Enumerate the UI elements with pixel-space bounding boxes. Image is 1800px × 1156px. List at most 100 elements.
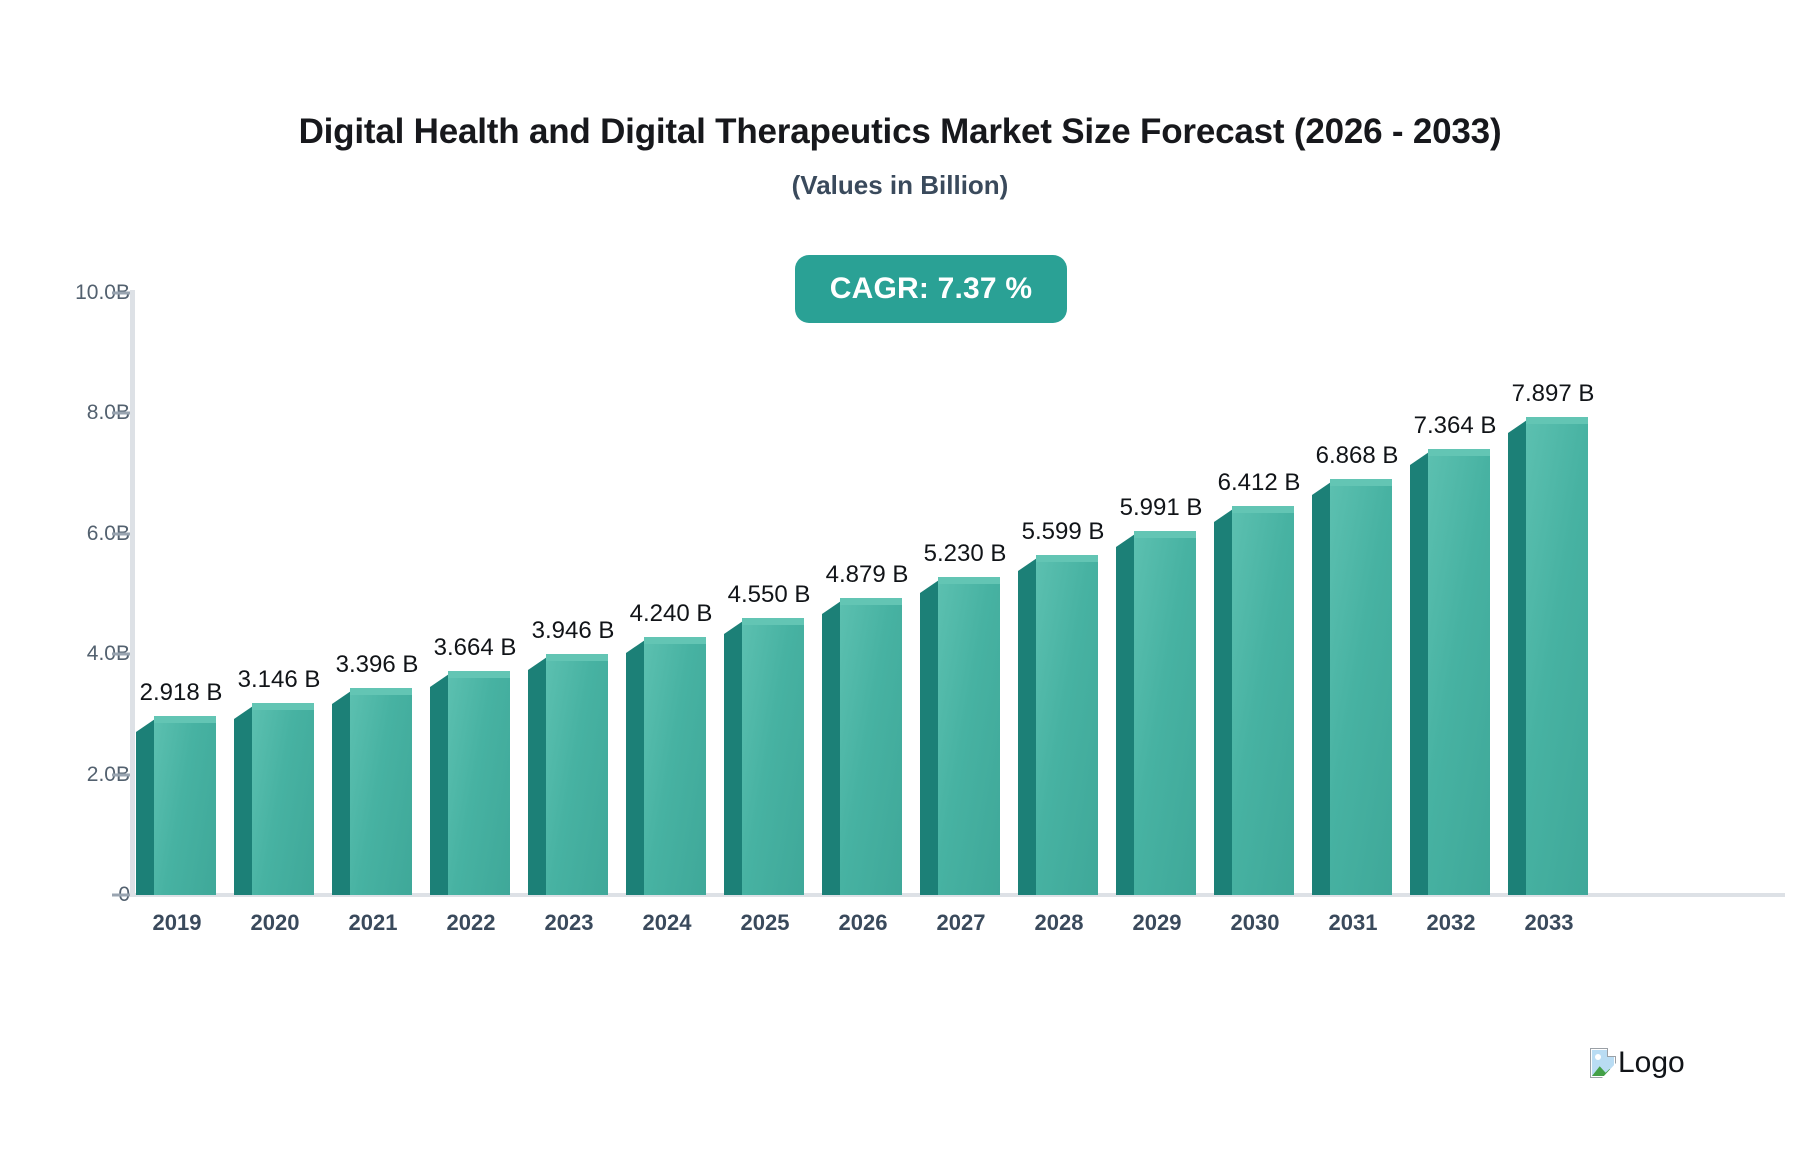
x-tick-label: 2031 (1328, 910, 1378, 935)
bar-value-label: 4.879 B (825, 561, 909, 588)
cagr-badge: CAGR: 7.37 % (795, 255, 1067, 323)
x-tick-label: 2028 (1034, 910, 1084, 935)
x-tick-label: 2032 (1426, 910, 1476, 935)
bar-value-label: 5.599 B (1021, 518, 1105, 545)
bar-value-label: 7.897 B (1511, 380, 1595, 407)
bar-side-face (528, 657, 547, 895)
bar-value-label: 3.664 B (433, 634, 517, 661)
bar-top-face (644, 637, 706, 644)
bar-front-face (350, 691, 412, 895)
bar-front-face (252, 706, 314, 895)
x-tick-label: 2029 (1132, 910, 1182, 935)
bar-front-face (1036, 558, 1098, 895)
x-axis-line (130, 893, 1785, 897)
bar-value-label: 4.550 B (727, 581, 811, 608)
broken-image-icon (1590, 1048, 1616, 1078)
bar-front-face (644, 640, 706, 895)
bar-value-label: 6.868 B (1315, 442, 1399, 469)
bar-front-face (1134, 534, 1196, 895)
bar-side-face (1214, 509, 1233, 895)
bar-top-face (1526, 417, 1588, 424)
bar-side-face (136, 719, 155, 895)
y-tick-label: 4.0B (86, 642, 130, 666)
y-tick-mark (112, 532, 130, 536)
bar[interactable]: 4.879 B (822, 561, 908, 895)
bar-top-face (448, 671, 510, 678)
bar-side-face (920, 580, 939, 895)
x-tick-label: 2027 (936, 910, 986, 935)
bar-side-face (822, 601, 841, 895)
bar-side-face (1018, 558, 1037, 895)
bar-side-face (430, 674, 449, 895)
bar-front-face (1526, 420, 1588, 895)
bar-front-face (448, 674, 510, 895)
bar[interactable]: 3.946 B (528, 617, 614, 895)
bar-side-face (332, 691, 351, 895)
bar-front-face (840, 601, 902, 895)
bar-top-face (1036, 555, 1098, 562)
bar[interactable]: 2.918 B (136, 679, 222, 895)
bar-value-label: 5.991 B (1119, 494, 1203, 521)
bar[interactable]: 7.897 B (1508, 380, 1594, 895)
y-tick-label: 2.0B (86, 762, 130, 786)
bar-value-label: 2.918 B (139, 679, 223, 706)
bar-top-face (350, 688, 412, 695)
bar[interactable]: 4.240 B (626, 600, 712, 895)
bar-side-face (626, 640, 645, 895)
bar-side-face (234, 706, 253, 895)
y-tick-mark (112, 652, 130, 656)
bar-value-label: 6.412 B (1217, 469, 1301, 496)
bar-side-face (1508, 420, 1527, 895)
bar[interactable]: 4.550 B (724, 581, 810, 895)
chart-title: Digital Health and Digital Therapeutics … (298, 112, 1502, 151)
y-tick-label: 10.0B (75, 281, 130, 304)
y-tick-mark (112, 893, 130, 897)
bar-value-label: 3.146 B (237, 666, 321, 693)
bar[interactable]: 6.412 B (1214, 469, 1300, 895)
bar-top-face (252, 703, 314, 710)
bar[interactable]: 5.230 B (920, 540, 1006, 895)
x-tick-label: 2019 (152, 910, 202, 935)
bar-side-face (724, 621, 743, 895)
x-tick-label: 2026 (838, 910, 888, 935)
bar[interactable]: 5.599 B (1018, 518, 1104, 895)
bar-side-face (1312, 482, 1331, 895)
x-tick-label: 2025 (740, 910, 790, 935)
bar-front-face (1330, 482, 1392, 895)
bar-value-label: 3.396 B (335, 651, 419, 678)
bar[interactable]: 6.868 B (1312, 442, 1398, 895)
x-tick-label: 2022 (446, 910, 496, 935)
y-tick-label: 6.0B (86, 521, 130, 545)
bar-value-label: 4.240 B (629, 600, 713, 627)
x-tick-label: 2033 (1524, 910, 1574, 935)
bar-front-face (154, 719, 216, 895)
x-tick-label: 2024 (642, 910, 692, 935)
bar-top-face (1232, 506, 1294, 513)
x-tick-label: 2021 (348, 910, 398, 935)
bar-value-label: 7.364 B (1413, 412, 1497, 439)
x-tick-label: 2020 (250, 910, 300, 935)
y-tick-label: 8.0B (86, 401, 130, 425)
y-tick-mark (112, 291, 130, 295)
bar[interactable]: 3.146 B (234, 666, 320, 895)
bar-top-face (1330, 479, 1392, 486)
plot-area: 2.918 B 3.146 B 3.396 B 3.664 B 3.946 B 4.240… (130, 285, 1790, 903)
bar-top-face (742, 618, 804, 625)
bar-top-face (546, 654, 608, 661)
bar-side-face (1116, 534, 1135, 895)
chart-subtitle: (Values in Billion) (791, 170, 1009, 200)
bar-front-face (1232, 509, 1294, 895)
logo-alt-text: Logo (1618, 1046, 1685, 1079)
y-tick-mark (112, 411, 130, 415)
footer-logo: Logo (1590, 1046, 1685, 1080)
bar-front-face (938, 580, 1000, 895)
bar-top-face (840, 598, 902, 605)
bar[interactable]: 3.396 B (332, 651, 418, 895)
bar[interactable]: 5.991 B (1116, 494, 1202, 895)
bar[interactable]: 3.664 B (430, 634, 516, 895)
y-axis-line (130, 290, 135, 895)
bar[interactable]: 7.364 B (1410, 412, 1496, 895)
bar-top-face (1134, 531, 1196, 538)
bar-top-face (938, 577, 1000, 584)
